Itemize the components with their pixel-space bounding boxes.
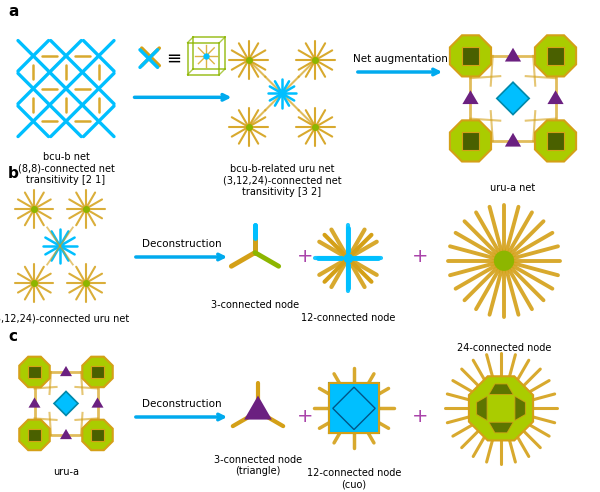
Polygon shape: [91, 366, 104, 378]
Polygon shape: [82, 420, 113, 450]
Text: +: +: [297, 247, 313, 267]
Text: uru-a net: uru-a net: [490, 184, 536, 193]
Text: ≡: ≡: [166, 50, 181, 67]
Text: +: +: [412, 407, 428, 427]
Polygon shape: [476, 396, 487, 421]
Polygon shape: [54, 392, 78, 415]
Text: b: b: [8, 166, 19, 181]
Polygon shape: [91, 429, 104, 441]
Circle shape: [494, 250, 514, 271]
Text: Deconstruction: Deconstruction: [142, 399, 222, 409]
Polygon shape: [547, 132, 564, 150]
Text: c: c: [8, 329, 17, 344]
Polygon shape: [489, 422, 513, 433]
Polygon shape: [28, 398, 41, 408]
Polygon shape: [463, 91, 479, 104]
Polygon shape: [489, 384, 513, 395]
Polygon shape: [547, 47, 564, 64]
FancyBboxPatch shape: [329, 383, 379, 433]
Text: 12-connected node
(cuo): 12-connected node (cuo): [307, 468, 401, 490]
Polygon shape: [60, 429, 72, 439]
Polygon shape: [462, 132, 479, 150]
Polygon shape: [535, 121, 576, 161]
Text: 3-connected node
(triangle): 3-connected node (triangle): [214, 455, 302, 476]
Polygon shape: [244, 396, 272, 420]
Text: uru-a: uru-a: [53, 467, 79, 477]
Polygon shape: [450, 35, 491, 76]
Polygon shape: [19, 420, 50, 450]
Text: +: +: [412, 247, 428, 267]
Polygon shape: [91, 398, 104, 408]
Polygon shape: [82, 357, 113, 387]
Polygon shape: [535, 35, 576, 76]
Text: bcu-b-related uru net
(3,12,24)-connected net
transitivity [3 2]: bcu-b-related uru net (3,12,24)-connecte…: [223, 164, 341, 197]
Text: 24-connected node: 24-connected node: [457, 343, 551, 353]
Text: 12-connected node: 12-connected node: [301, 313, 395, 323]
Text: Deconstruction: Deconstruction: [142, 239, 222, 249]
Polygon shape: [462, 47, 479, 64]
Polygon shape: [515, 396, 526, 421]
Text: (3,12,24)-connected uru net: (3,12,24)-connected uru net: [0, 313, 129, 324]
Polygon shape: [60, 366, 72, 376]
Text: 3-connected node: 3-connected node: [211, 300, 299, 310]
Polygon shape: [19, 357, 50, 387]
Polygon shape: [28, 366, 41, 378]
Text: bcu-b net
(8,8)-connected net
transitivity [2 1]: bcu-b net (8,8)-connected net transitivi…: [17, 152, 115, 185]
Polygon shape: [547, 91, 563, 104]
Polygon shape: [450, 121, 491, 161]
Polygon shape: [28, 429, 41, 441]
Text: Net augmentation: Net augmentation: [353, 54, 448, 64]
Text: +: +: [297, 407, 313, 427]
Text: a: a: [8, 4, 19, 19]
Polygon shape: [497, 82, 529, 115]
Polygon shape: [505, 48, 521, 62]
Polygon shape: [505, 133, 521, 147]
Polygon shape: [469, 376, 533, 440]
